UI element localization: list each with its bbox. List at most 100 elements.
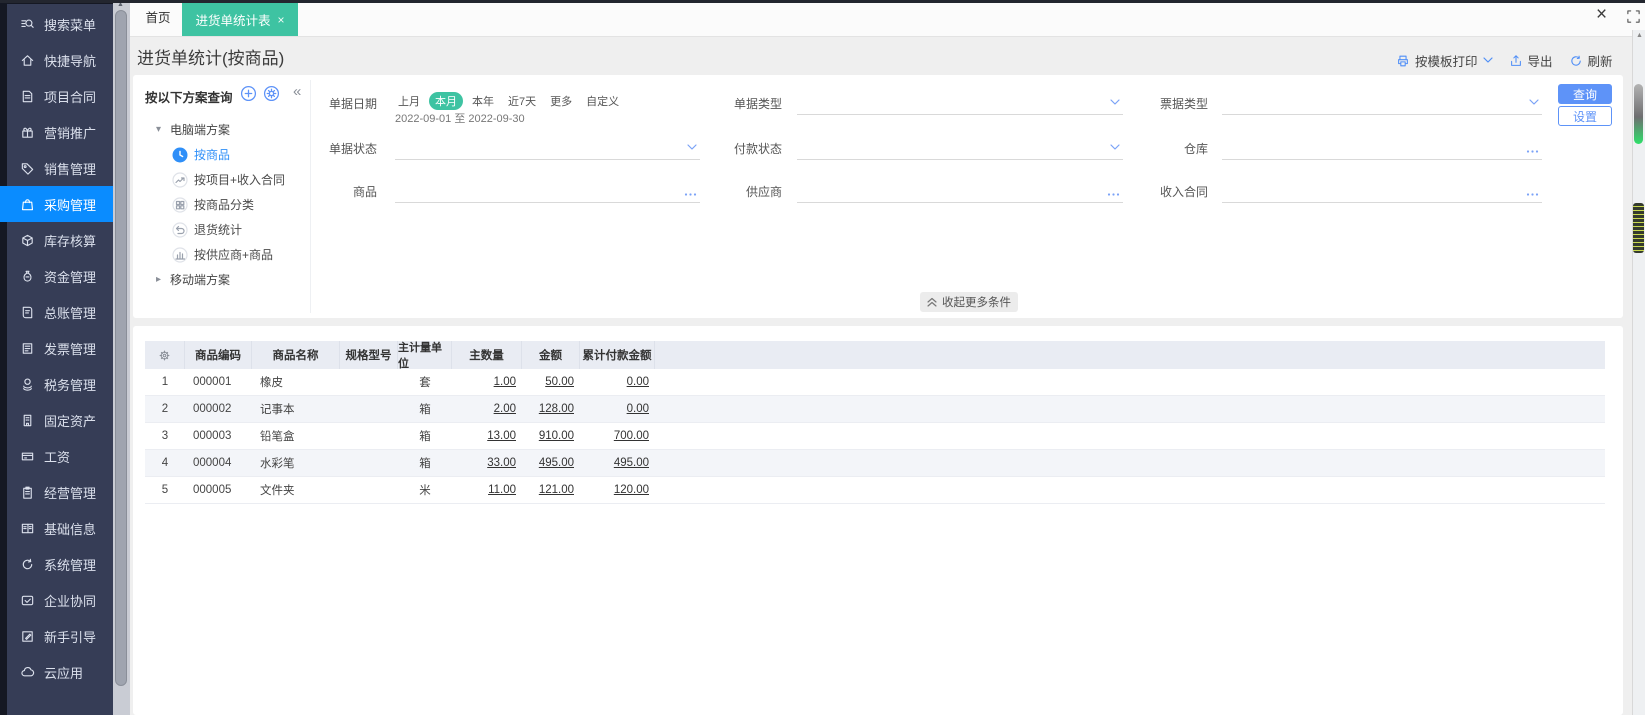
fullscreen-icon[interactable] — [1626, 9, 1641, 24]
cell-total-paid-link[interactable]: 120.00 — [613, 484, 649, 496]
export-button[interactable]: 导出 — [1509, 51, 1553, 70]
income-contract-lookup[interactable] — [1222, 178, 1542, 203]
table-row[interactable]: 5 000005 文件夹 米 11.00 121.00 120.00 — [145, 477, 1605, 504]
tree-group-mobile[interactable]: ▸ 移动端方案 — [156, 271, 230, 288]
date-option-more[interactable]: 更多 — [550, 96, 573, 108]
add-scheme-icon[interactable] — [240, 85, 257, 102]
invoice-icon — [22, 342, 33, 354]
tree-group-pc[interactable]: ▾ 电脑端方案 — [156, 121, 230, 138]
col-header-product-code[interactable]: 商品编码 — [185, 341, 252, 369]
chevron-down-icon — [687, 144, 697, 150]
warehouse-lookup[interactable] — [1222, 135, 1542, 160]
filter-label-pay-status: 付款状态 — [733, 142, 782, 156]
tab-home[interactable]: 首页 — [145, 11, 171, 25]
cell-amount-link[interactable]: 495.00 — [538, 457, 574, 469]
date-option-last-7-days[interactable]: 近7天 — [508, 96, 537, 108]
cell-product-name: 橡皮 — [260, 377, 283, 389]
sidebar-item-marketing[interactable]: 营销推广 — [7, 114, 113, 150]
print-by-template-button[interactable]: 按模板打印 — [1396, 51, 1493, 70]
cell-amount-link[interactable]: 121.00 — [538, 484, 574, 496]
sidebar-item-quick-nav[interactable]: 快捷导航 — [7, 42, 113, 78]
sidebar-item-inventory[interactable]: 库存核算 — [7, 222, 113, 258]
date-option-this-year[interactable]: 本年 — [472, 96, 494, 108]
page-scrollbar-thumb[interactable] — [1634, 84, 1643, 144]
cell-main-qty-link[interactable]: 33.00 — [487, 457, 516, 469]
table-row[interactable]: 3 000003 铅笔盒 箱 13.00 910.00 700.00 — [145, 423, 1605, 450]
product-lookup[interactable] — [395, 178, 700, 203]
col-header-product-name[interactable]: 商品名称 — [252, 341, 340, 369]
refresh-button[interactable]: 刷新 — [1569, 51, 1613, 70]
cell-total-paid-link[interactable]: 0.00 — [626, 403, 649, 415]
cell-main-qty-link[interactable]: 13.00 — [487, 430, 516, 442]
tree-item-returns-statistics[interactable]: 退货统计 — [172, 221, 242, 238]
sidebar-item-sales[interactable]: 销售管理 — [7, 150, 113, 186]
cell-main-qty-link[interactable]: 1.00 — [493, 376, 516, 388]
scroll-up-icon[interactable]: ▲ — [117, 1, 124, 8]
tree-item-by-product[interactable]: 按商品 — [172, 146, 230, 163]
window-close-button[interactable]: × — [1596, 4, 1608, 25]
date-option-this-month[interactable]: 本月 — [429, 92, 463, 110]
cell-total-paid-link[interactable]: 495.00 — [613, 457, 649, 469]
col-header-spec-model[interactable]: 规格型号 — [340, 341, 398, 369]
sidebar-item-cloud-apps[interactable]: 云应用 — [7, 654, 113, 690]
cell-product-code: 000004 — [193, 457, 232, 469]
cell-product-code: 000002 — [193, 403, 232, 415]
doc-status-select[interactable] — [395, 135, 700, 160]
query-button[interactable]: 查询 — [1558, 84, 1612, 104]
tree-item-by-supplier-product[interactable]: 按供应商+商品 — [172, 246, 273, 263]
table-column-settings[interactable] — [145, 341, 185, 369]
sidebar-item-operations[interactable]: 经营管理 — [7, 474, 113, 510]
sidebar-item-project-contract[interactable]: 项目合同 — [7, 78, 113, 114]
sidebar-item-tax[interactable]: 税务管理 — [7, 366, 113, 402]
sidebar-item-beginner-guide[interactable]: 新手引导 — [7, 618, 113, 654]
sidebar-item-base-info[interactable]: 基础信息 — [7, 510, 113, 546]
cell-main-qty-link[interactable]: 11.00 — [488, 484, 516, 496]
col-header-total-paid[interactable]: 累计付款金额 — [580, 341, 655, 369]
cell-amount-link[interactable]: 128.00 — [538, 403, 574, 415]
sidebar-item-fixed-assets[interactable]: 固定资产 — [7, 402, 113, 438]
row-index: 5 — [161, 484, 169, 496]
cell-main-qty-link[interactable]: 2.00 — [493, 403, 516, 415]
tree-group-label: 电脑端方案 — [170, 123, 231, 137]
scheme-settings-gear-icon[interactable] — [263, 85, 280, 102]
scroll-up-icon[interactable]: ▲ — [1636, 32, 1643, 39]
cell-total-paid-link[interactable]: 700.00 — [613, 430, 649, 442]
date-range-value[interactable]: 2022-09-01 至 2022-09-30 — [395, 113, 525, 125]
table-row[interactable]: 4 000004 水彩笔 箱 33.00 495.00 495.00 — [145, 450, 1605, 477]
doc-type-select[interactable] — [797, 90, 1123, 115]
col-header-main-unit[interactable]: 主计量单位 — [398, 341, 452, 370]
sidebar-scrollbar-thumb[interactable] — [115, 10, 127, 686]
table-row[interactable]: 1 000001 橡皮 套 1.00 50.00 0.00 — [145, 369, 1605, 396]
filter-label-doc-status: 单据状态 — [328, 142, 377, 156]
sidebar-item-label: 库存核算 — [44, 233, 97, 249]
collapse-more-conditions-button[interactable]: 收起更多条件 — [920, 292, 1018, 312]
collapse-panel-icon[interactable]: « — [293, 83, 302, 100]
bill-type-select[interactable] — [1222, 90, 1542, 115]
tree-item-by-project-contract[interactable]: 按项目+收入合同 — [172, 171, 285, 188]
sidebar-item-general-ledger[interactable]: 总账管理 — [7, 294, 113, 330]
sidebar-item-purchase[interactable]: 采购管理 — [0, 186, 113, 222]
cell-amount-link[interactable]: 50.00 — [545, 376, 574, 388]
tree-item-by-product-category[interactable]: 按商品分类 — [172, 196, 254, 213]
sidebar-item-collaboration[interactable]: 企业协同 — [7, 582, 113, 618]
tab-purchase-statistics[interactable]: 进货单统计表 × — [182, 3, 298, 36]
cell-total-paid-link[interactable]: 0.00 — [626, 376, 649, 388]
chevron-down-icon[interactable] — [1482, 57, 1493, 64]
sidebar-item-system[interactable]: 系统管理 — [7, 546, 113, 582]
date-option-last-month[interactable]: 上月 — [398, 96, 420, 108]
cell-product-code: 000001 — [193, 376, 232, 388]
pay-status-select[interactable] — [797, 135, 1123, 160]
tab-close-icon[interactable]: × — [277, 12, 285, 27]
col-header-main-qty[interactable]: 主数量 — [452, 341, 522, 369]
sidebar-item-search-menu[interactable]: 搜索菜单 — [7, 6, 113, 42]
col-header-amount[interactable]: 金额 — [522, 341, 580, 369]
sidebar-item-salary[interactable]: 工资 — [7, 438, 113, 474]
cell-amount-link[interactable]: 910.00 — [538, 430, 574, 442]
sidebar-item-funds[interactable]: 资金管理 — [7, 258, 113, 294]
window-top-edge — [0, 0, 1645, 3]
date-option-custom[interactable]: 自定义 — [586, 96, 620, 108]
supplier-lookup[interactable] — [797, 178, 1123, 203]
sidebar-item-invoice[interactable]: 发票管理 — [7, 330, 113, 366]
settings-button[interactable]: 设置 — [1558, 106, 1612, 126]
table-row[interactable]: 2 000002 记事本 箱 2.00 128.00 0.00 — [145, 396, 1605, 423]
